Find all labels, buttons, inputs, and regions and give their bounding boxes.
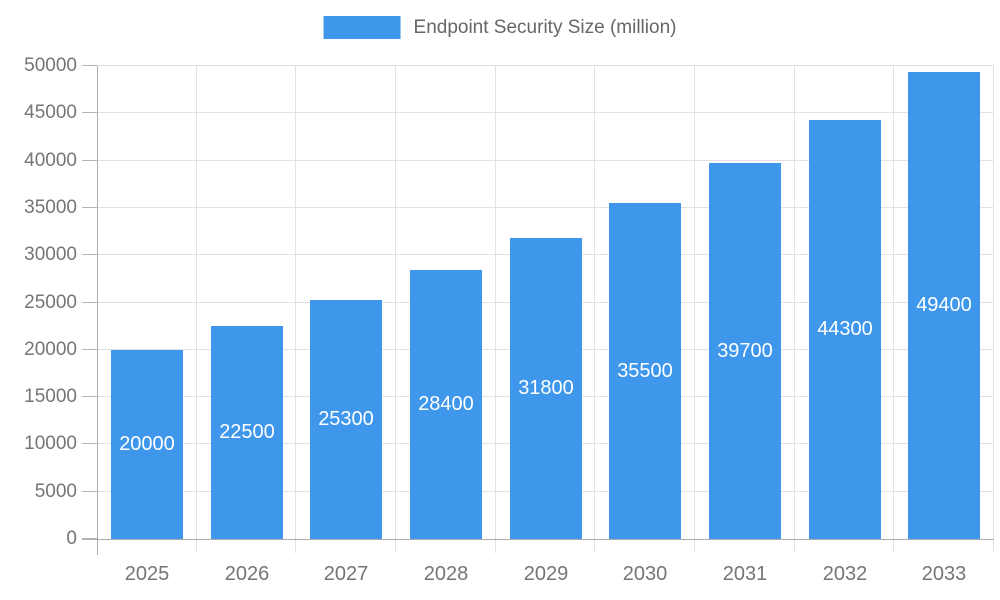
gridline-horizontal bbox=[97, 112, 994, 113]
y-axis-line bbox=[97, 66, 98, 555]
y-tick-label: 45000 bbox=[24, 102, 77, 123]
y-tick-label: 30000 bbox=[24, 244, 77, 265]
bar-value-label: 28400 bbox=[418, 393, 474, 415]
y-tick-label: 35000 bbox=[24, 197, 77, 218]
x-axis-line bbox=[82, 539, 994, 540]
y-tick-label: 25000 bbox=[24, 292, 77, 313]
x-axis-tick bbox=[594, 539, 595, 553]
gridline-vertical bbox=[295, 66, 296, 539]
bar-2029[interactable]: 31800 bbox=[510, 238, 582, 539]
y-tick-label: 20000 bbox=[24, 339, 77, 360]
bar-2027[interactable]: 25300 bbox=[310, 300, 382, 539]
y-axis-tick bbox=[82, 349, 97, 350]
x-tick-label: 2029 bbox=[523, 563, 569, 585]
bar-value-label: 44300 bbox=[817, 318, 873, 340]
bar-2025[interactable]: 20000 bbox=[111, 350, 183, 539]
y-axis-tick bbox=[82, 491, 97, 492]
bar-value-label: 49400 bbox=[916, 294, 972, 316]
gridline-vertical bbox=[196, 66, 197, 539]
bar-2032[interactable]: 44300 bbox=[809, 120, 881, 539]
y-tick-label: 10000 bbox=[24, 433, 77, 454]
y-axis-tick bbox=[82, 112, 97, 113]
x-tick-label: 2032 bbox=[822, 563, 868, 585]
gridline-horizontal bbox=[97, 65, 994, 66]
gridline-horizontal bbox=[97, 207, 994, 208]
x-tick-label: 2026 bbox=[224, 563, 270, 585]
x-tick-label: 2033 bbox=[921, 563, 967, 585]
gridline-horizontal bbox=[97, 160, 994, 161]
y-axis-tick bbox=[82, 65, 97, 66]
x-tick-label: 2027 bbox=[323, 563, 369, 585]
bar-2028[interactable]: 28400 bbox=[410, 270, 482, 539]
bar-value-label: 25300 bbox=[318, 408, 374, 430]
y-axis-tick bbox=[82, 160, 97, 161]
bar-value-label: 35500 bbox=[617, 359, 673, 382]
y-axis-tick bbox=[82, 254, 97, 255]
bar-value-label: 22500 bbox=[219, 421, 275, 443]
x-tick-label: 2028 bbox=[423, 563, 469, 585]
y-axis-tick bbox=[82, 443, 97, 444]
bar-2026[interactable]: 22500 bbox=[211, 326, 283, 539]
x-axis-tick bbox=[196, 539, 197, 553]
x-axis-tick bbox=[395, 539, 396, 553]
x-axis-tick bbox=[694, 539, 695, 553]
x-axis-tick bbox=[495, 539, 496, 553]
y-tick-label: 5000 bbox=[34, 481, 77, 502]
bar-value-label: 20000 bbox=[119, 433, 175, 455]
x-tick-label: 2030 bbox=[622, 563, 668, 585]
gridline-vertical bbox=[594, 66, 595, 539]
x-tick-label: 2031 bbox=[722, 563, 768, 585]
bar-2031[interactable]: 39700 bbox=[709, 163, 781, 539]
x-tick-label: 2025 bbox=[124, 563, 170, 585]
y-axis-tick bbox=[82, 207, 97, 208]
bar-2030[interactable]: 35500 bbox=[609, 203, 681, 539]
legend-swatch-icon bbox=[323, 16, 401, 39]
bar-value-label: 31800 bbox=[518, 377, 574, 399]
y-axis-tick bbox=[82, 302, 97, 303]
legend-label: Endpoint Security Size (million) bbox=[413, 17, 677, 38]
y-tick-label: 0 bbox=[66, 528, 77, 549]
x-axis-tick bbox=[993, 539, 994, 553]
x-axis-tick bbox=[893, 539, 894, 553]
gridline-vertical bbox=[893, 66, 894, 539]
x-axis-tick bbox=[295, 539, 296, 553]
gridline-vertical bbox=[694, 66, 695, 539]
y-tick-label: 50000 bbox=[24, 55, 77, 76]
y-tick-label: 40000 bbox=[24, 150, 77, 171]
gridline-vertical bbox=[794, 66, 795, 539]
gridline-vertical bbox=[395, 66, 396, 539]
legend[interactable]: Endpoint Security Size (million) bbox=[323, 16, 677, 39]
y-tick-label: 15000 bbox=[24, 386, 77, 407]
x-axis-tick bbox=[794, 539, 795, 553]
y-axis-tick bbox=[82, 396, 97, 397]
gridline-vertical bbox=[495, 66, 496, 539]
y-axis-tick bbox=[82, 538, 97, 539]
gridline-vertical bbox=[993, 66, 994, 539]
bar-2033[interactable]: 49400 bbox=[908, 72, 980, 539]
bar-value-label: 39700 bbox=[717, 339, 773, 362]
